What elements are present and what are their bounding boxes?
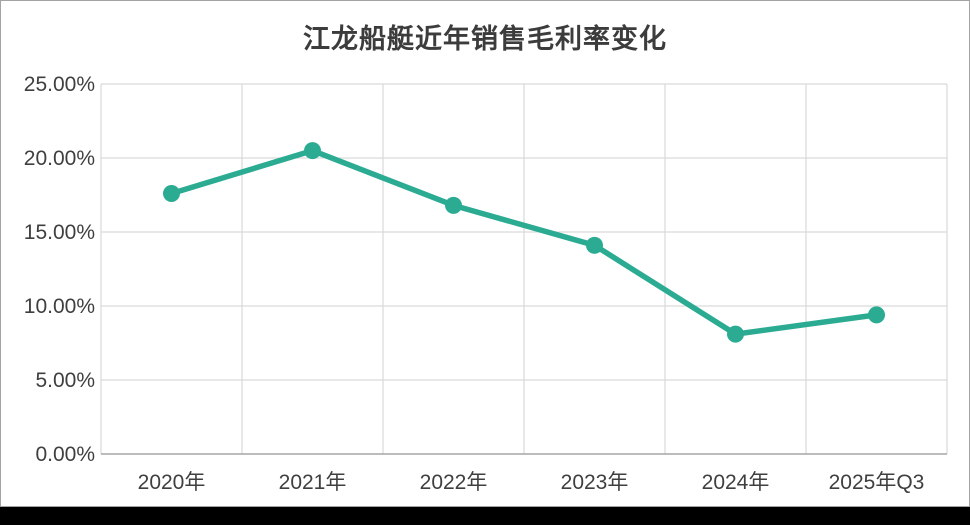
chart-title: 江龙船艇近年销售毛利率变化 — [303, 24, 667, 54]
data-point — [727, 325, 744, 343]
y-tick-label: 15.00% — [24, 221, 95, 244]
data-point — [586, 236, 603, 254]
x-tick-label: 2024年 — [702, 471, 770, 494]
y-tick-label: 0.00% — [35, 443, 95, 466]
y-tick-label: 10.00% — [24, 295, 95, 318]
y-tick-label: 20.00% — [24, 147, 95, 170]
y-tick-label: 25.00% — [24, 73, 95, 96]
trend-line — [168, 147, 880, 337]
bottom-black-bar — [0, 507, 970, 525]
data-point — [868, 306, 885, 324]
data-point — [163, 185, 180, 203]
chart-card: 江龙船艇近年销售毛利率变化 0.00% 5.00% 10.00% 15.00% 20.0… — [0, 0, 970, 507]
y-tick-label: 5.00% — [35, 369, 95, 392]
x-tick-label: 2023年 — [561, 471, 629, 494]
line-chart: 0.00% 5.00% 10.00% 15.00% 20.00% 25.00% 2020年 2… — [24, 73, 948, 494]
x-tick-label: 2022年 — [420, 471, 488, 494]
x-tick-label: 2020年 — [138, 471, 206, 494]
data-point — [304, 142, 321, 160]
x-tick-label: 2025年Q3 — [829, 471, 925, 494]
x-tick-label: 2021年 — [279, 471, 347, 494]
data-point — [445, 196, 462, 214]
